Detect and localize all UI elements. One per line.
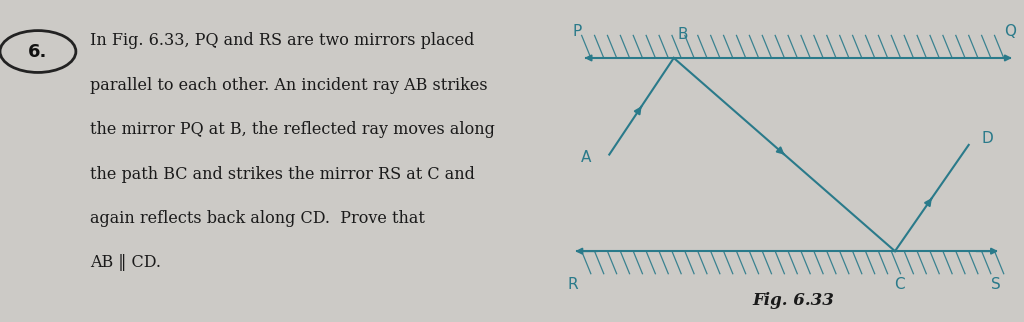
Text: P: P	[572, 24, 582, 39]
Text: Fig. 6.33: Fig. 6.33	[753, 292, 835, 309]
Text: 6.: 6.	[29, 43, 48, 61]
Text: the path BC and strikes the mirror RS at C and: the path BC and strikes the mirror RS at…	[90, 166, 475, 183]
Text: the mirror PQ at B, the reflected ray moves along: the mirror PQ at B, the reflected ray mo…	[90, 121, 496, 138]
Text: B: B	[678, 27, 688, 42]
Text: R: R	[567, 277, 578, 292]
Text: again reflects back along CD.  Prove that: again reflects back along CD. Prove that	[90, 210, 425, 227]
Text: parallel to each other. An incident ray AB strikes: parallel to each other. An incident ray …	[90, 77, 488, 94]
Text: In Fig. 6.33, PQ and RS are two mirrors placed: In Fig. 6.33, PQ and RS are two mirrors …	[90, 32, 475, 49]
Text: Q: Q	[1005, 24, 1016, 39]
Text: C: C	[894, 277, 905, 292]
Text: S: S	[991, 277, 1001, 292]
Text: AB ‖ CD.: AB ‖ CD.	[90, 254, 162, 271]
Text: A: A	[581, 150, 592, 165]
Text: D: D	[981, 131, 993, 146]
